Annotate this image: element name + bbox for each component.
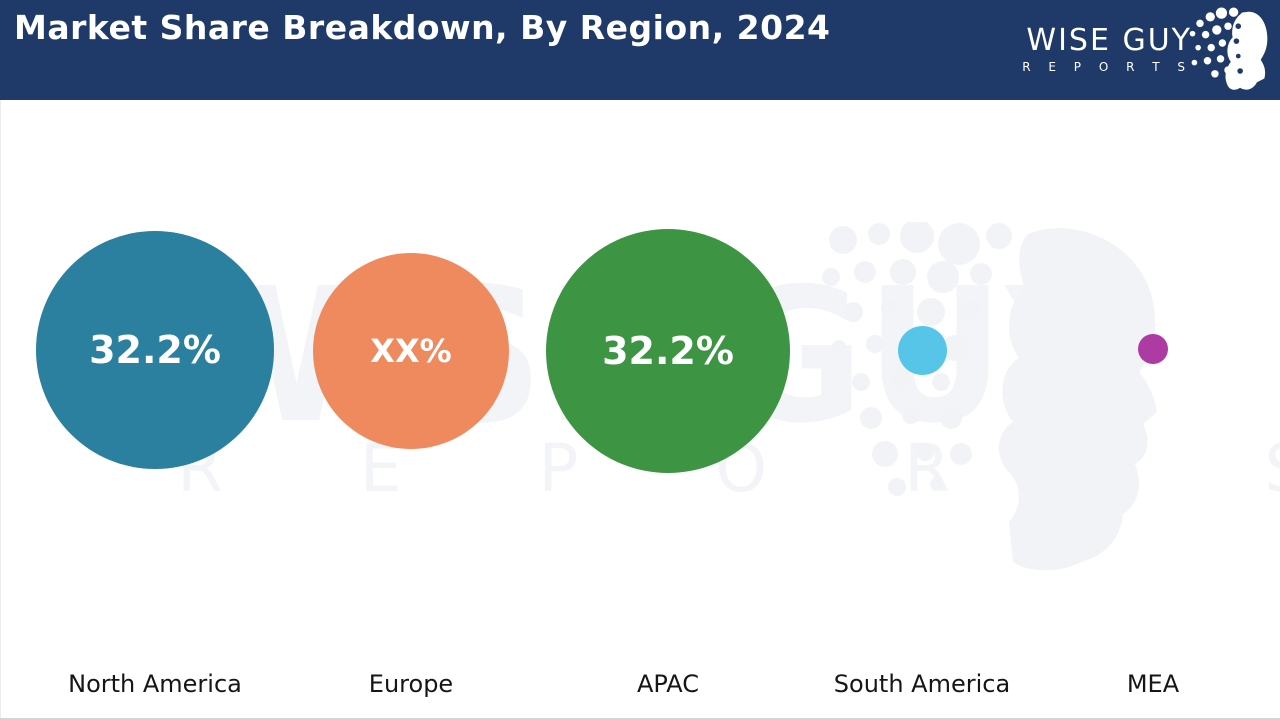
category-label-south-america: South America [833,670,1011,698]
logo-text: WISE GUY R E P O R T S [1022,25,1192,75]
logo-subtitle: R E P O R T S [1022,60,1192,74]
category-label-north-america: North America [68,670,242,698]
wise-guy-logo: WISE GUY R E P O R T S [1022,5,1270,95]
watermark-head-profile [822,222,1157,571]
bubble-south-america [898,326,947,375]
category-label-apac: APAC [636,670,700,698]
bubble-mea [1138,334,1168,364]
bubble-value-label: XX% [370,332,452,370]
bubble-north-america: 32.2% [36,231,274,469]
bottom-divider [0,718,1280,720]
category-label-mea: MEA [1126,670,1180,698]
page-title: Market Share Breakdown, By Region, 2024 [14,8,831,47]
chart-canvas: WISE GUY R E P O R T S [0,100,1280,719]
header-bar: Market Share Breakdown, By Region, 2024 … [0,0,1280,100]
bubble-value-label: 32.2% [602,329,734,373]
head-profile-icon [1189,7,1268,90]
logo-name: WISE GUY [1026,23,1192,58]
bubble-europe: XX% [313,253,509,449]
bubble-apac: 32.2% [546,229,790,473]
category-label-europe: Europe [368,670,454,698]
bubble-value-label: 32.2% [89,328,221,372]
